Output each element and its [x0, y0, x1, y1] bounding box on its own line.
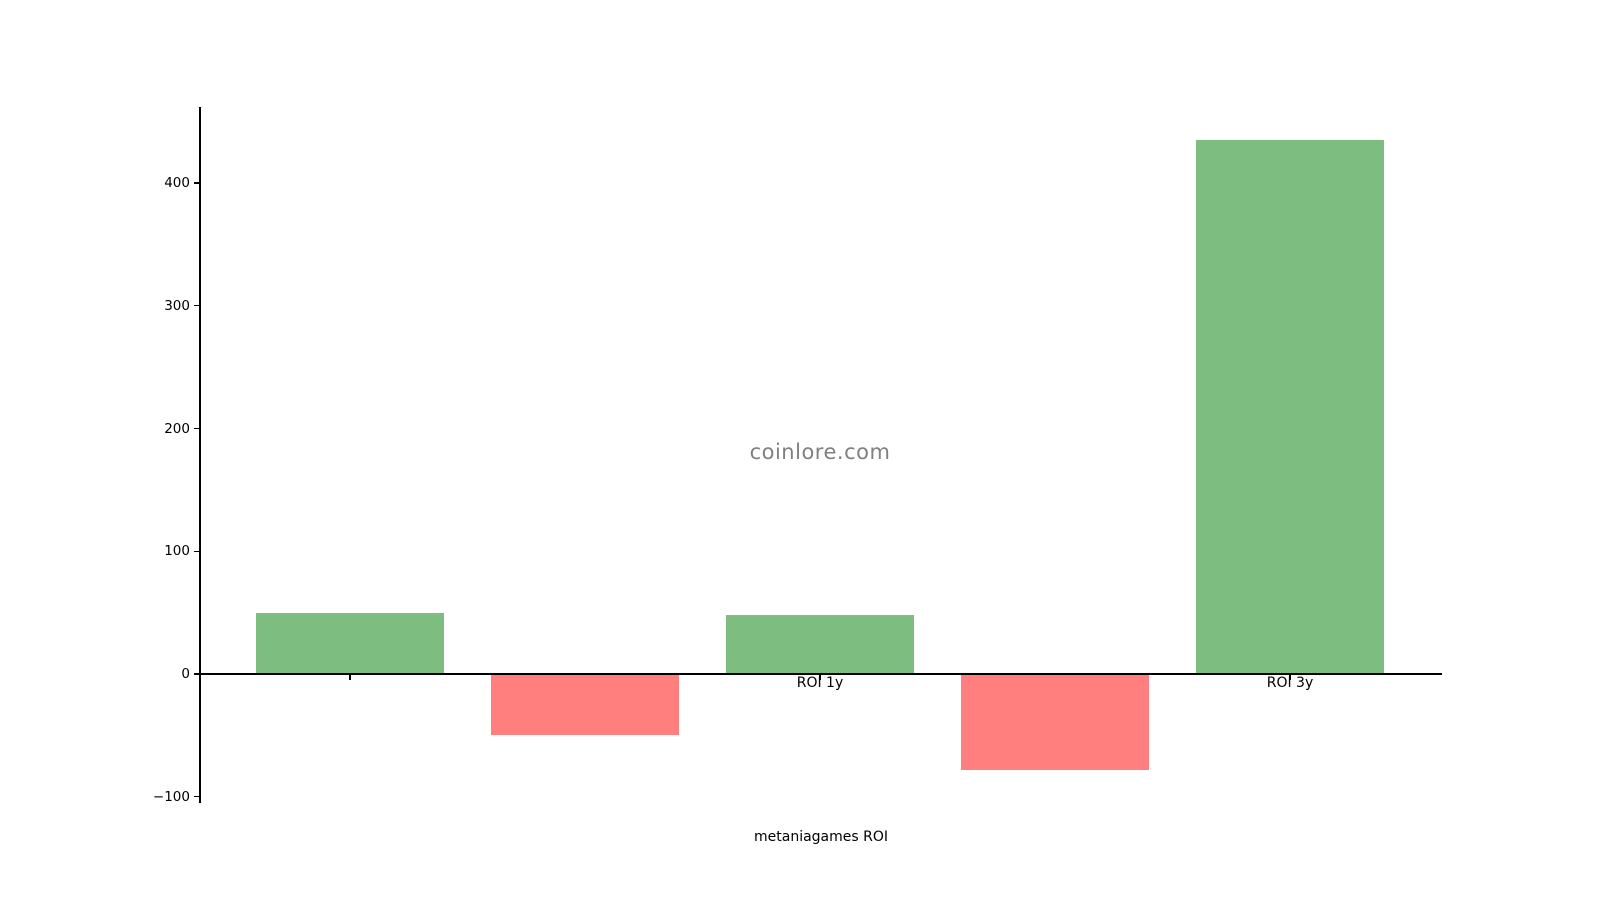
y-tick-label: 200	[164, 420, 190, 437]
x-tick-mark	[819, 674, 821, 680]
bar-slot-1	[256, 612, 444, 674]
bar-slot-4	[961, 674, 1149, 770]
x-tick-label: ROI 3y	[1266, 675, 1314, 691]
y-tick-label: 300	[164, 297, 190, 314]
y-tick-label: 0	[181, 666, 190, 682]
y-tick-mark	[194, 550, 200, 552]
bar-slot-2	[491, 674, 679, 736]
x-tick-label: ROI 1y	[796, 675, 844, 691]
y-axis-spine	[199, 107, 201, 803]
x-axis-zero-line	[200, 673, 1442, 675]
y-tick-label: 400	[164, 175, 190, 191]
y-tick-label: 100	[164, 543, 190, 560]
y-tick-mark	[194, 427, 200, 430]
y-tick-mark	[194, 673, 200, 675]
y-tick-mark	[194, 796, 200, 798]
bar-ROI 1y	[726, 615, 914, 674]
x-tick-mark	[349, 674, 351, 680]
bar-ROI 3y	[1196, 140, 1384, 674]
y-tick-label: −100	[152, 788, 190, 805]
y-tick-mark	[194, 305, 200, 307]
x-tick-mark	[1289, 674, 1291, 680]
y-tick-mark	[194, 182, 200, 184]
